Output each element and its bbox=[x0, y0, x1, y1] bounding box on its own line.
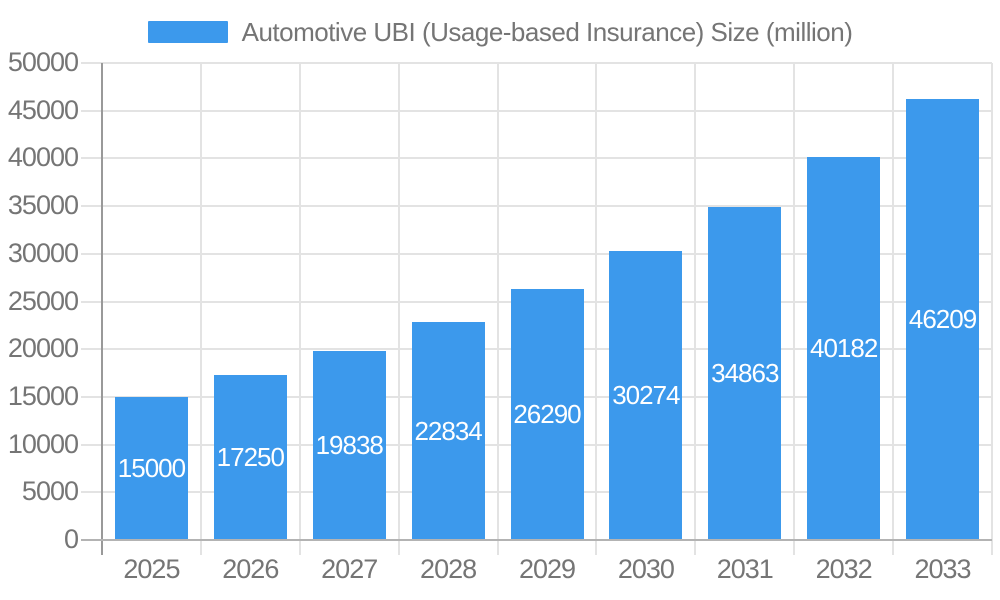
x-tick-label: 2028 bbox=[420, 554, 477, 584]
bar: 30274 bbox=[609, 251, 683, 540]
h-gridline bbox=[81, 157, 992, 160]
v-gridline bbox=[298, 63, 301, 555]
bar: 19838 bbox=[312, 350, 386, 540]
y-tick-label: 25000 bbox=[7, 285, 79, 316]
bar-value-label: 22834 bbox=[414, 415, 482, 446]
bar-value-label: 30274 bbox=[612, 380, 680, 411]
bar-value-label: 15000 bbox=[117, 452, 186, 483]
x-tick-label: 2030 bbox=[617, 554, 675, 584]
y-tick-label: 15000 bbox=[7, 380, 79, 411]
y-tick-label: 0 bbox=[63, 523, 79, 554]
v-gridline bbox=[496, 63, 499, 555]
v-gridline bbox=[694, 63, 697, 555]
v-gridline bbox=[397, 63, 400, 555]
v-gridline bbox=[991, 63, 993, 555]
bar-value-label: 17250 bbox=[216, 442, 285, 473]
legend-label: Automotive UBI (Usage-based Insurance) S… bbox=[241, 16, 853, 47]
bar-value-label: 46209 bbox=[908, 304, 977, 335]
y-tick-label: 30000 bbox=[7, 237, 79, 268]
bar-value-label: 19838 bbox=[315, 429, 384, 460]
bar: 22834 bbox=[411, 322, 485, 540]
h-gridline bbox=[81, 109, 992, 112]
x-tick-label: 2033 bbox=[914, 554, 972, 584]
bar: 17250 bbox=[213, 375, 287, 540]
bar: 15000 bbox=[114, 396, 188, 540]
y-tick-label: 45000 bbox=[7, 94, 79, 125]
v-gridline bbox=[892, 63, 895, 555]
v-gridline bbox=[595, 63, 598, 555]
y-tick-label: 5000 bbox=[21, 476, 79, 507]
bar: 40182 bbox=[807, 156, 881, 540]
y-tick-label: 10000 bbox=[7, 428, 79, 459]
h-gridline bbox=[81, 252, 992, 255]
v-gridline bbox=[199, 63, 202, 555]
x-tick-label: 2026 bbox=[222, 554, 279, 584]
legend-swatch-icon bbox=[147, 21, 228, 43]
x-tick-label: 2029 bbox=[518, 554, 576, 584]
v-gridline bbox=[793, 63, 796, 555]
x-tick-label: 2025 bbox=[123, 554, 180, 584]
y-tick-label: 50000 bbox=[7, 46, 79, 77]
h-gridline bbox=[81, 205, 992, 208]
x-tick-label: 2027 bbox=[321, 554, 378, 584]
bar-value-label: 26290 bbox=[513, 399, 581, 430]
bar-value-label: 40182 bbox=[810, 332, 878, 363]
y-tick-label: 40000 bbox=[7, 142, 79, 173]
y-axis-line bbox=[101, 63, 103, 555]
x-axis-line bbox=[81, 539, 992, 541]
bar-value-label: 34863 bbox=[711, 358, 779, 389]
y-tick-label: 20000 bbox=[7, 333, 79, 364]
bar: 26290 bbox=[510, 289, 584, 540]
h-gridline bbox=[81, 62, 992, 64]
bar: 34863 bbox=[708, 207, 782, 540]
x-tick-label: 2032 bbox=[815, 554, 873, 584]
legend-item[interactable]: Automotive UBI (Usage-based Insurance) S… bbox=[0, 16, 1000, 47]
y-tick-label: 35000 bbox=[7, 189, 79, 220]
x-tick-label: 2031 bbox=[716, 554, 774, 584]
bar: 46209 bbox=[906, 99, 980, 540]
